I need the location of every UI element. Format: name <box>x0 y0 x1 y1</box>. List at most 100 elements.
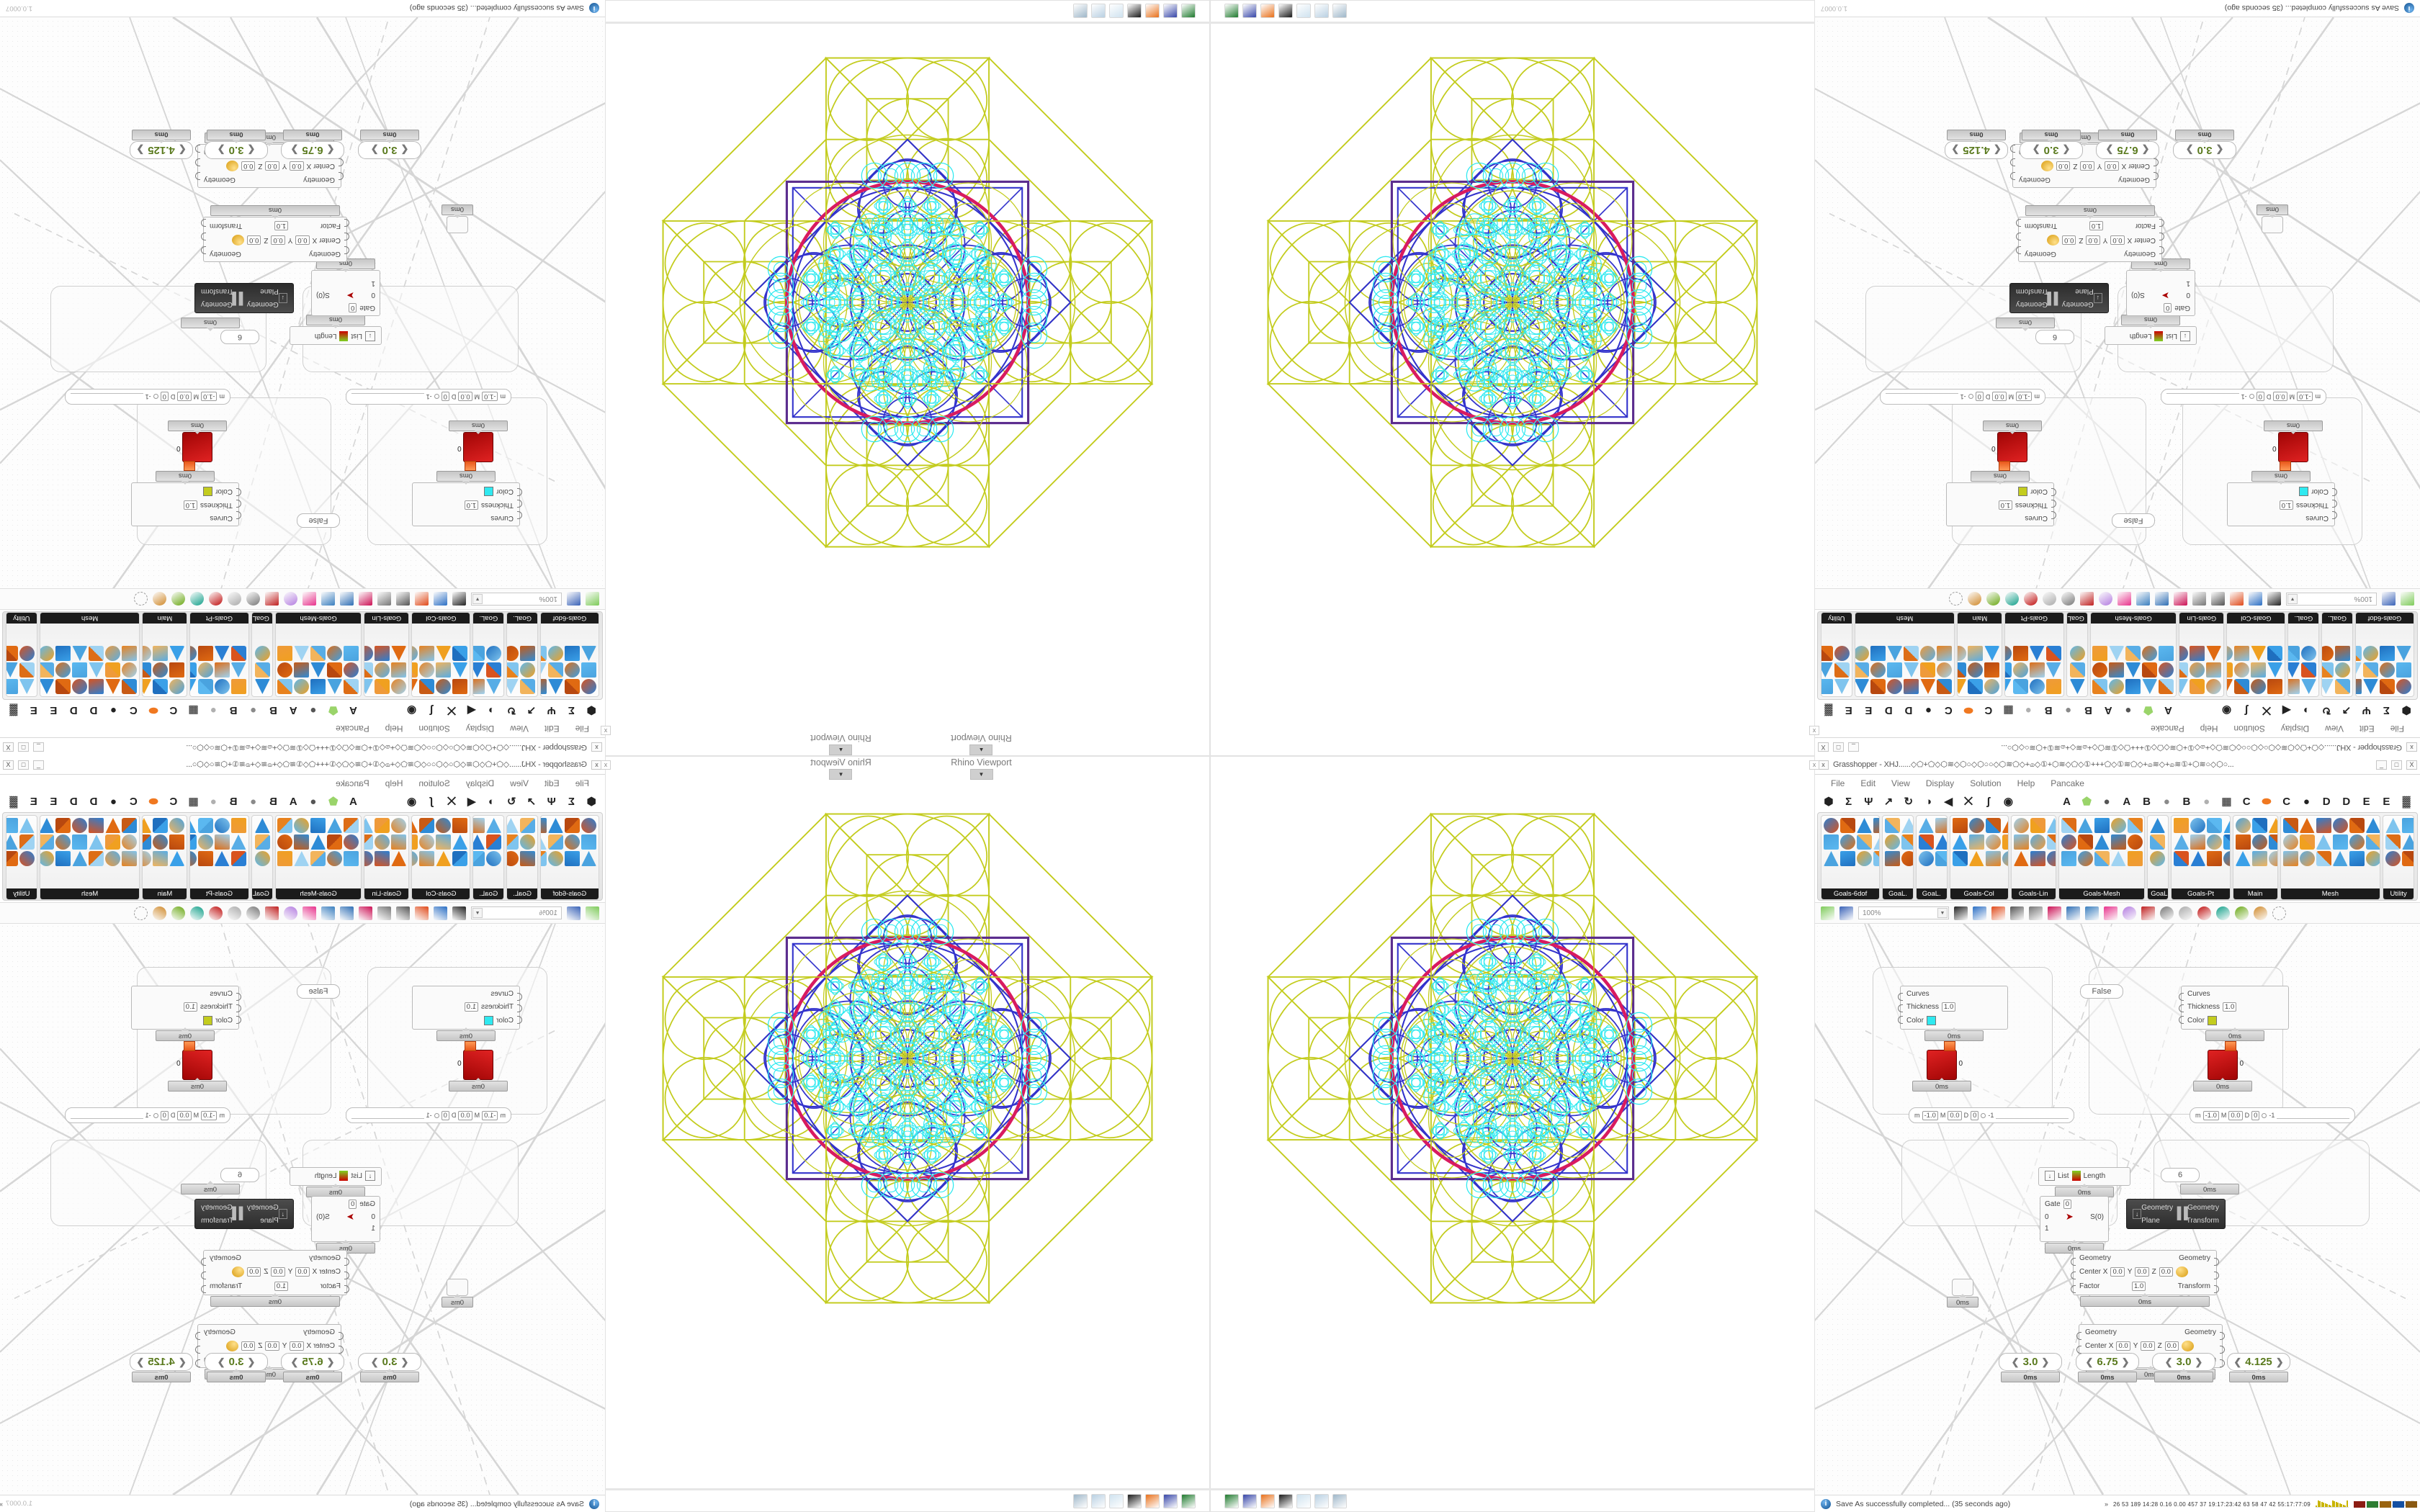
input-port[interactable] <box>2071 1272 2076 1279</box>
color-swatch[interactable] <box>484 1016 494 1025</box>
viewport-spinner-icon[interactable]: ▲ <box>829 744 853 755</box>
output-port[interactable] <box>2214 1258 2219 1266</box>
minimize-icon[interactable]: _ <box>33 760 44 770</box>
menu-item-view[interactable]: View <box>1891 778 1910 788</box>
flatten-icon[interactable]: ↓ <box>2133 1209 2142 1219</box>
component-icon[interactable] <box>2268 818 2277 833</box>
component-icon[interactable] <box>486 818 501 833</box>
slider-max[interactable]: 0.0 <box>177 1110 192 1120</box>
component-icon[interactable] <box>2402 851 2414 866</box>
output-port[interactable] <box>195 145 200 153</box>
intersect-icon[interactable]: ⨉ <box>2262 704 2271 717</box>
slider-increment-icon[interactable]: ❯ <box>136 1356 145 1367</box>
component-icon[interactable] <box>277 851 293 866</box>
ellipse-icon[interactable]: ⬬ <box>2262 795 2272 808</box>
bake-icon[interactable] <box>2211 592 2225 606</box>
slider-max[interactable]: 0.0 <box>2273 392 2287 402</box>
component-icon[interactable] <box>189 662 197 678</box>
category-letter-a[interactable]: A <box>2063 795 2071 808</box>
component-icon[interactable] <box>2110 851 2126 866</box>
component-icon[interactable] <box>274 834 277 850</box>
number-slider[interactable]: ❮ 3.0 ❯ 0ms <box>2020 130 2083 159</box>
component-icon[interactable] <box>375 834 390 850</box>
component-icon[interactable] <box>197 851 213 866</box>
ribbon-panel-goals-lin[interactable]: Goals-Lin <box>364 815 410 900</box>
transform-icon[interactable]: ʃ <box>429 704 434 717</box>
category-letter-d[interactable]: D <box>69 704 78 717</box>
display-icon[interactable]: ◉ <box>406 704 417 716</box>
category-letter-d[interactable]: D <box>1884 704 1893 717</box>
component-icon[interactable] <box>2380 646 2395 661</box>
component-icon[interactable] <box>2125 662 2141 678</box>
menu-bar[interactable]: File Edit View Display Solution Help Pancake <box>1815 775 2420 792</box>
component-icon[interactable] <box>2251 834 2267 850</box>
component-icon[interactable] <box>2207 818 2223 833</box>
help-box-icon[interactable] <box>302 906 316 920</box>
number-slider[interactable]: ❮ 4.125 ❯ 0ms <box>130 1353 193 1382</box>
component-icon[interactable] <box>2109 646 2124 661</box>
custom-preview-component[interactable]: Curves Thickness 1.0 Color 0ms <box>2179 986 2289 1041</box>
component-icon[interactable] <box>1885 851 1901 866</box>
number-slider[interactable]: ❮ 3.0 ❯ 0ms <box>205 1353 268 1382</box>
sphere-orange-icon[interactable] <box>2254 906 2267 920</box>
component-icon[interactable] <box>72 818 88 833</box>
component-icon[interactable] <box>344 662 359 678</box>
component-icon[interactable] <box>2012 646 2028 661</box>
component-icon[interactable] <box>436 662 452 678</box>
component-icon[interactable] <box>6 834 18 850</box>
slider-dec[interactable]: 0 <box>2256 392 2264 402</box>
grasshopper-canvas[interactable]: Curves Thickness 1.0 Color 0ms Curves Thicknes… <box>1815 924 2420 1495</box>
stream-gate-component[interactable]: Gate 0 0 ➤ S(0) 1 0ms <box>311 258 380 316</box>
transform-icon[interactable]: ʃ <box>429 795 434 808</box>
component-icon[interactable] <box>2125 679 2141 694</box>
category-letter-d[interactable]: D <box>2322 795 2331 808</box>
component-icon[interactable] <box>2267 662 2282 678</box>
component-icon[interactable] <box>2190 818 2206 833</box>
component-icon[interactable] <box>2077 851 2093 866</box>
component-icon[interactable] <box>55 818 71 833</box>
component-icon[interactable] <box>581 646 596 661</box>
menu-item-pancake[interactable]: Pancake <box>2151 724 2184 734</box>
slider-track[interactable] <box>2166 393 2239 400</box>
center-x-input[interactable]: 0.0 <box>2105 161 2119 171</box>
maximize-icon[interactable]: □ <box>2391 760 2402 770</box>
ribbon-panel-utility[interactable]: Utility <box>2383 815 2414 900</box>
component-icon[interactable] <box>310 679 326 694</box>
component-icon[interactable] <box>1834 679 1850 694</box>
center-z-input[interactable]: 0.0 <box>2056 161 2071 171</box>
list-length-component[interactable]: ↓ List Length 0ms <box>290 315 382 345</box>
component-icon[interactable] <box>215 646 230 661</box>
component-icon[interactable] <box>486 646 502 661</box>
component-icon[interactable] <box>105 646 121 661</box>
component-icon[interactable] <box>197 818 213 833</box>
slider-grip[interactable] <box>153 394 158 400</box>
menu-item-display[interactable]: Display <box>465 724 495 734</box>
component-icon[interactable] <box>548 834 563 850</box>
component-icon[interactable] <box>72 834 88 850</box>
fit-view-icon[interactable] <box>1954 906 1968 920</box>
grasshopper-canvas[interactable]: Curves Thickness 1.0 Color 0ms Curves Thicknes… <box>0 17 605 588</box>
category-letter-c[interactable]: C <box>1944 704 1953 717</box>
component-icon[interactable] <box>40 679 55 694</box>
component-icon[interactable] <box>1887 646 1902 661</box>
taskbar-app-calculator[interactable] <box>1314 4 1329 18</box>
curve-icon[interactable]: ↻ <box>506 796 516 808</box>
gha-assembly-icon[interactable] <box>2174 592 2187 606</box>
shaded-flame-icon[interactable] <box>415 592 429 606</box>
menu-item-view[interactable]: View <box>510 724 529 734</box>
component-icon[interactable] <box>214 679 230 694</box>
taskbar-app-floppy-save[interactable] <box>1242 4 1257 18</box>
taskbar-app-text-editor[interactable] <box>1073 4 1088 18</box>
grid-icon[interactable]: ▦ <box>188 796 199 808</box>
slider-track[interactable] <box>1996 1112 2069 1119</box>
component-icon[interactable] <box>2251 662 2267 678</box>
category-letter-c[interactable]: C <box>169 704 178 717</box>
transform-icon[interactable]: ʃ <box>2244 704 2249 717</box>
component-icon[interactable] <box>1887 679 1903 694</box>
component-icon[interactable] <box>6 818 18 833</box>
category-glyph-bar[interactable]: ⬢ Σ Ψ ↗ ↻ ◑ ◀ ⨉ ʃ ◉ A ⬟ ● A B ● B ● ▦ C ⬬ C ● D D E E ▓ <box>1815 792 2420 811</box>
input-port[interactable] <box>1898 1004 1903 1012</box>
component-icon[interactable] <box>2012 679 2028 694</box>
category-letter-d[interactable]: D <box>89 704 98 717</box>
